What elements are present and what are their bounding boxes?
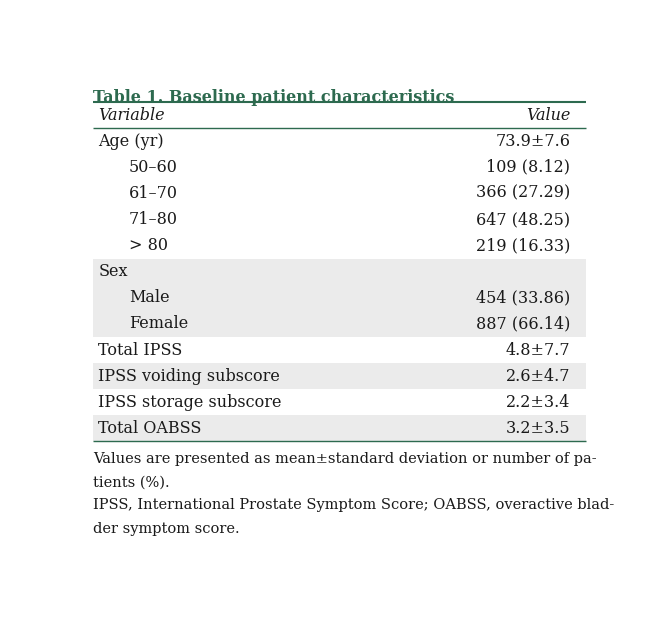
Text: 454 (33.86): 454 (33.86) bbox=[476, 290, 570, 306]
Text: 3.2±3.5: 3.2±3.5 bbox=[506, 420, 570, 437]
Text: Sex: Sex bbox=[98, 263, 128, 280]
Text: Variable: Variable bbox=[98, 107, 165, 124]
Text: Total IPSS: Total IPSS bbox=[98, 342, 183, 359]
Text: 2.2±3.4: 2.2±3.4 bbox=[506, 394, 570, 411]
Text: IPSS voiding subscore: IPSS voiding subscore bbox=[98, 367, 280, 384]
Text: Values are presented as mean±standard deviation or number of pa-: Values are presented as mean±standard de… bbox=[93, 452, 596, 466]
Text: 887 (66.14): 887 (66.14) bbox=[476, 315, 570, 332]
Text: 61–70: 61–70 bbox=[129, 185, 178, 202]
Bar bbox=[93, 363, 585, 389]
Text: 219 (16.33): 219 (16.33) bbox=[476, 237, 570, 254]
Text: Table 1. Baseline patient characteristics: Table 1. Baseline patient characteristic… bbox=[93, 89, 454, 106]
Text: 50–60: 50–60 bbox=[129, 159, 178, 176]
Text: 2.6±4.7: 2.6±4.7 bbox=[506, 367, 570, 384]
Text: IPSS storage subscore: IPSS storage subscore bbox=[98, 394, 281, 411]
Text: 73.9±7.6: 73.9±7.6 bbox=[495, 133, 570, 149]
Text: Value: Value bbox=[526, 107, 570, 124]
Text: 647 (48.25): 647 (48.25) bbox=[476, 211, 570, 228]
Text: 4.8±7.7: 4.8±7.7 bbox=[506, 342, 570, 359]
Text: 109 (8.12): 109 (8.12) bbox=[486, 159, 570, 176]
Text: Age (yr): Age (yr) bbox=[98, 133, 164, 149]
Text: Total OABSS: Total OABSS bbox=[98, 420, 201, 437]
Text: Male: Male bbox=[129, 290, 169, 306]
Bar bbox=[93, 415, 585, 441]
Text: 366 (27.29): 366 (27.29) bbox=[476, 185, 570, 202]
Bar bbox=[93, 311, 585, 337]
Text: Female: Female bbox=[129, 315, 188, 332]
Text: IPSS, International Prostate Symptom Score; OABSS, overactive blad-: IPSS, International Prostate Symptom Sco… bbox=[93, 499, 614, 512]
Text: tients (%).: tients (%). bbox=[93, 475, 169, 489]
Text: der symptom score.: der symptom score. bbox=[93, 522, 240, 536]
Bar bbox=[93, 259, 585, 284]
Bar bbox=[93, 284, 585, 311]
Text: 71–80: 71–80 bbox=[129, 211, 178, 228]
Text: > 80: > 80 bbox=[129, 237, 168, 254]
